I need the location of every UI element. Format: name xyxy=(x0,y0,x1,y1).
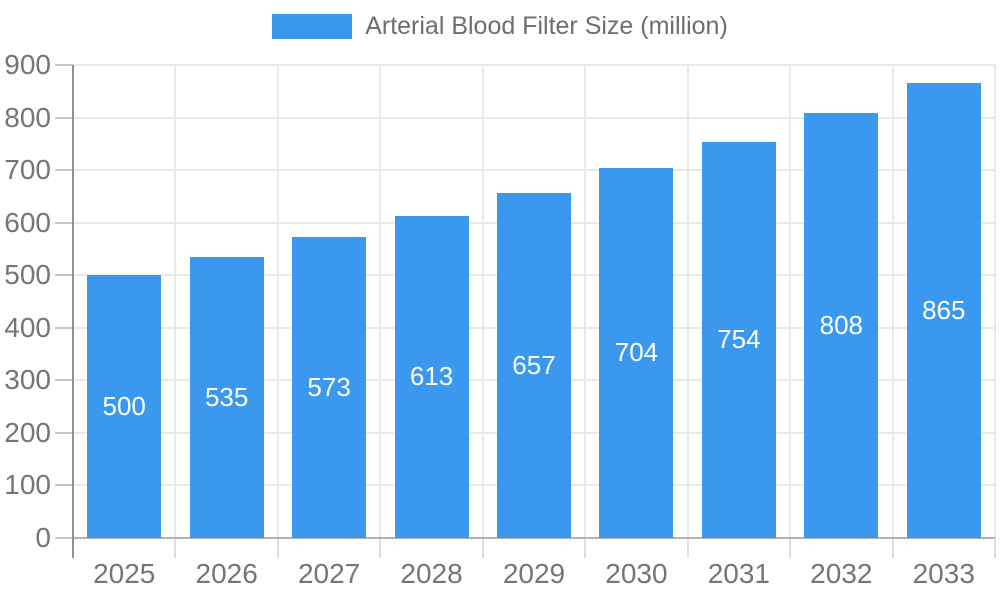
bar-value-label: 500 xyxy=(102,391,146,422)
gridline-horizontal xyxy=(73,116,995,119)
x-axis-label-2029: 2029 xyxy=(502,558,566,589)
x-axis-tick xyxy=(994,538,996,558)
y-axis-tick xyxy=(55,484,73,487)
x-axis-label-2033: 2033 xyxy=(912,558,975,589)
bar-2027[interactable]: 573 xyxy=(292,236,367,538)
y-axis-label: 600 xyxy=(4,206,51,238)
bar-2025[interactable]: 500 xyxy=(87,275,162,538)
bar-2026[interactable]: 535 xyxy=(189,256,264,538)
x-axis-label-2027: 2027 xyxy=(297,558,361,589)
bar-value-label: 808 xyxy=(819,310,864,341)
gridline-vertical xyxy=(379,65,382,538)
legend-label: Arterial Blood Filter Size (million) xyxy=(365,12,728,40)
x-axis-tick xyxy=(891,538,894,558)
y-axis-label: 200 xyxy=(4,416,51,448)
gridline-vertical xyxy=(584,65,587,538)
y-axis-tick xyxy=(55,326,73,329)
x-axis-line xyxy=(73,537,995,539)
bar-value-label: 865 xyxy=(922,295,966,326)
x-axis-label-2025: 2025 xyxy=(93,558,156,589)
x-axis-label-2026: 2026 xyxy=(195,558,258,589)
bar-value-label: 704 xyxy=(614,337,659,368)
legend-swatch xyxy=(272,14,353,39)
x-axis-label-2031: 2031 xyxy=(707,558,771,589)
y-axis-tick xyxy=(55,169,73,172)
bar-2029[interactable]: 657 xyxy=(497,192,571,538)
bar-2030[interactable]: 704 xyxy=(599,168,674,538)
x-axis-label-2028: 2028 xyxy=(400,558,463,589)
x-axis-label-2030: 2030 xyxy=(605,558,668,589)
y-axis-label: 500 xyxy=(4,259,51,291)
bar-value-label: 657 xyxy=(512,349,556,380)
bar-2031[interactable]: 754 xyxy=(701,141,776,538)
gridline-vertical xyxy=(994,65,996,538)
y-axis-tick xyxy=(55,116,73,119)
bar-2028[interactable]: 613 xyxy=(394,215,469,538)
y-axis-label: 0 xyxy=(35,522,51,553)
y-axis-line xyxy=(72,65,74,558)
x-axis-tick xyxy=(789,538,792,558)
gridline-vertical xyxy=(481,65,484,538)
y-axis-tick xyxy=(55,221,73,224)
y-axis-tick xyxy=(55,379,73,382)
x-axis-tick xyxy=(276,538,279,558)
gridline-vertical xyxy=(891,65,894,538)
gridline-vertical xyxy=(174,65,177,538)
x-axis-tick xyxy=(686,538,689,558)
x-axis-label-2032: 2032 xyxy=(810,558,873,589)
y-axis-label: 400 xyxy=(4,311,51,343)
y-axis-label: 800 xyxy=(4,101,51,133)
legend[interactable]: Arterial Blood Filter Size (million) xyxy=(0,12,1000,41)
gridline-vertical xyxy=(276,65,279,538)
y-axis-label: 100 xyxy=(4,469,51,501)
y-axis-tick xyxy=(55,274,73,277)
y-axis-tick xyxy=(55,537,73,539)
y-axis-label: 700 xyxy=(4,154,51,186)
x-axis-tick xyxy=(174,538,177,558)
bar-value-label: 754 xyxy=(717,324,761,355)
bar-value-label: 535 xyxy=(204,381,249,412)
x-axis-tick xyxy=(584,538,587,558)
gridline-vertical xyxy=(686,65,689,538)
y-axis-tick xyxy=(55,431,73,434)
x-axis-tick xyxy=(481,538,484,558)
gridline-horizontal xyxy=(73,169,995,172)
bar-2033[interactable]: 865 xyxy=(906,83,981,538)
x-axis-tick xyxy=(379,538,382,558)
y-axis-tick xyxy=(55,64,73,66)
bar-value-label: 613 xyxy=(409,361,454,392)
gridline-vertical xyxy=(789,65,792,538)
y-axis-label: 300 xyxy=(4,364,51,396)
bar-2032[interactable]: 808 xyxy=(804,113,879,538)
y-axis-label: 900 xyxy=(4,49,51,80)
bar-value-label: 573 xyxy=(307,371,351,402)
gridline-horizontal xyxy=(73,64,995,66)
